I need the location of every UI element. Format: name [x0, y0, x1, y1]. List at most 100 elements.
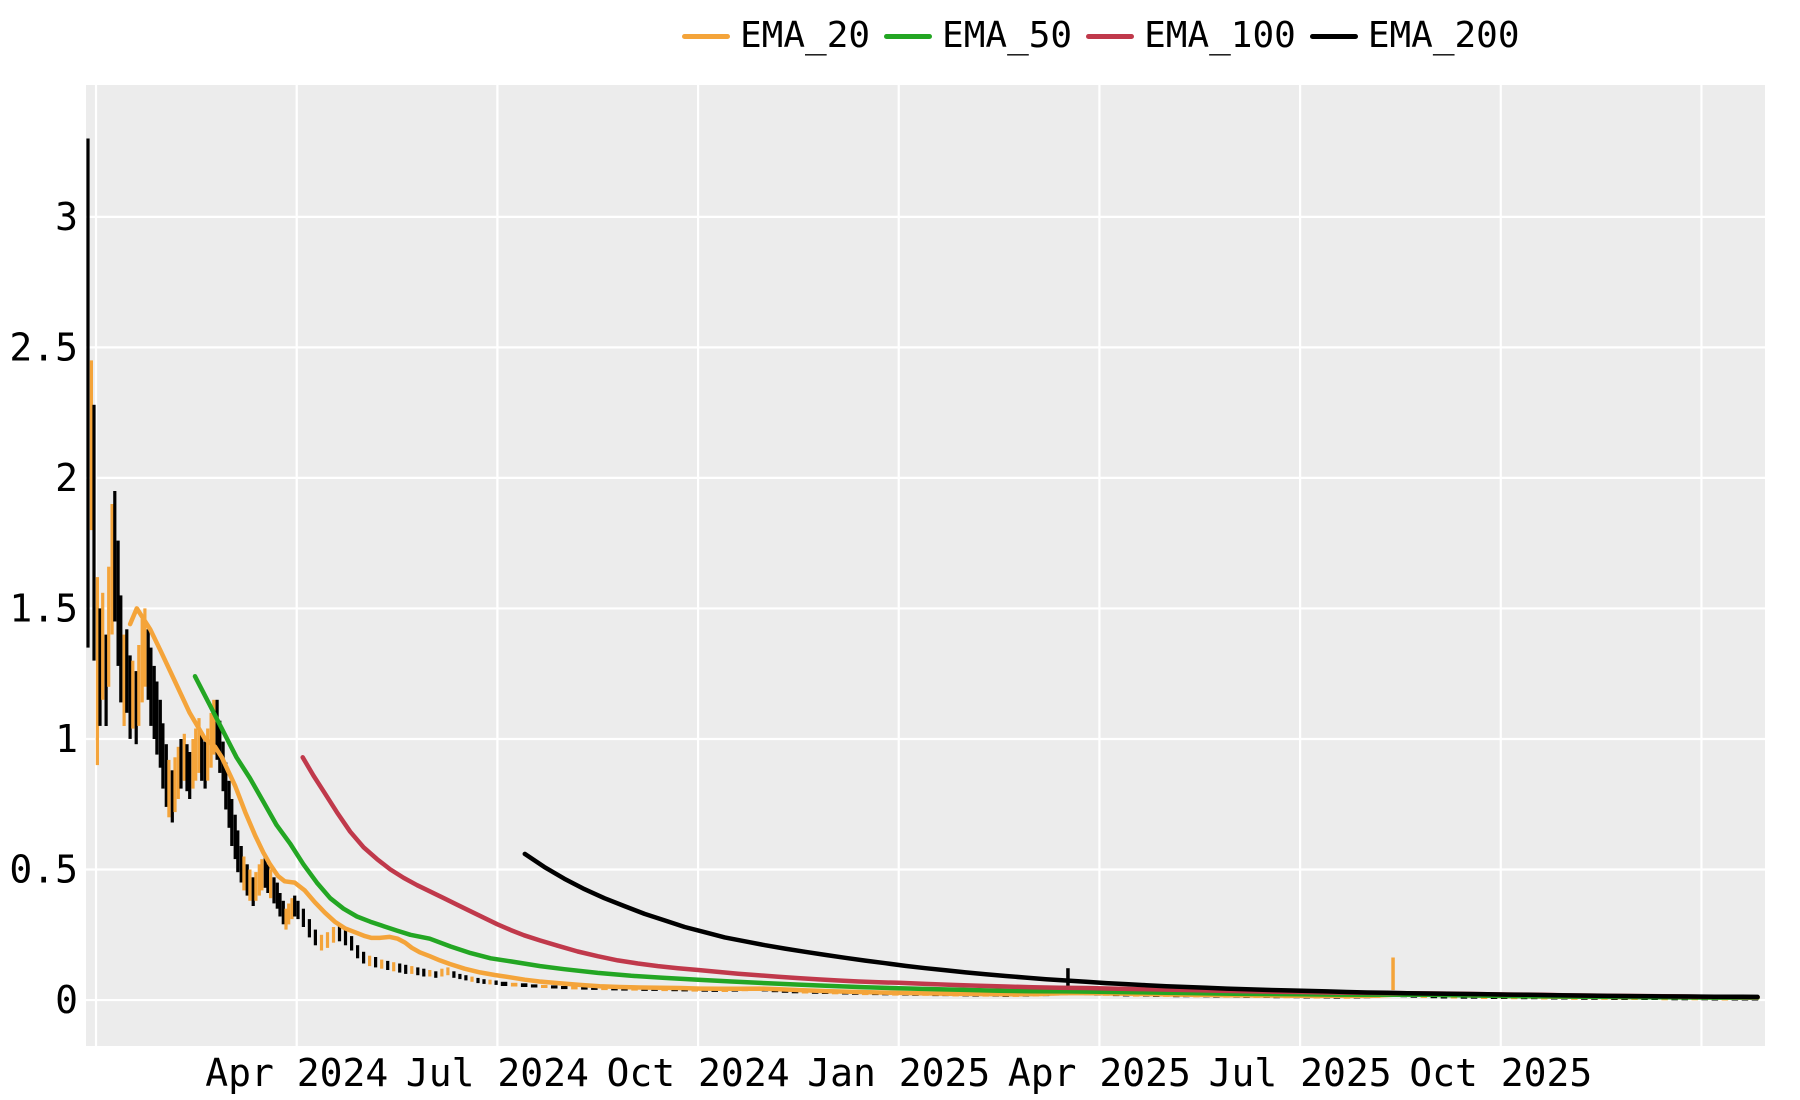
legend-item-ema-50: EMA_50 [884, 14, 1072, 58]
candle [176, 746, 180, 799]
candle [791, 991, 799, 994]
candle [212, 699, 216, 755]
candle [161, 723, 165, 789]
candle [470, 976, 474, 982]
candle [245, 864, 249, 896]
candle [164, 744, 168, 807]
legend-swatch-icon [884, 33, 933, 39]
legend-swatch-icon [1086, 33, 1135, 39]
candle [200, 733, 204, 781]
candle [510, 982, 518, 987]
candle [571, 986, 578, 990]
candle [146, 629, 150, 700]
candle [494, 980, 498, 985]
candle [392, 962, 396, 972]
candle [290, 898, 294, 920]
candle [446, 967, 450, 976]
candle [561, 986, 568, 990]
candle [325, 932, 330, 948]
candle [307, 919, 311, 938]
x-tick-label: Apr 2024 [205, 1051, 388, 1095]
candle [1490, 997, 1498, 999]
candle [143, 608, 147, 687]
y-tick-label: 2 [55, 456, 78, 500]
candle [287, 903, 291, 925]
candle [248, 869, 252, 901]
candle [125, 629, 129, 713]
candle [801, 991, 809, 994]
candle [278, 893, 282, 917]
candle [1450, 996, 1458, 999]
candle [374, 957, 378, 968]
candle [1470, 996, 1478, 999]
y-tick-label: 0 [55, 978, 78, 1022]
candle [482, 979, 486, 984]
candle [206, 728, 210, 781]
candle [116, 540, 120, 666]
candle [95, 577, 99, 766]
candle [601, 987, 608, 991]
candle [404, 964, 408, 974]
candle [158, 699, 162, 768]
candle [179, 739, 183, 789]
candle [1480, 997, 1488, 999]
candle [140, 618, 144, 703]
candle [233, 814, 237, 860]
x-tick-label: Jan 2025 [807, 1051, 990, 1095]
candle [197, 718, 201, 773]
candle [398, 963, 402, 973]
legend: EMA_20 EMA_50 EMA_100 EMA_200 [682, 14, 1520, 58]
candle [185, 744, 189, 792]
candle [218, 720, 222, 773]
candle [203, 741, 207, 789]
ema-200-line [522, 851, 1760, 1000]
legend-swatch-icon [1309, 33, 1358, 39]
candle [188, 752, 192, 799]
x-tick-label: Oct 2025 [1409, 1051, 1592, 1095]
y-tick-label: 3 [55, 195, 78, 239]
candle [89, 360, 93, 531]
candle [500, 981, 508, 986]
candle [230, 799, 234, 846]
candle [173, 757, 177, 813]
legend-label: EMA_50 [942, 15, 1073, 56]
candle [269, 869, 273, 899]
candle [254, 872, 258, 901]
candle [452, 971, 456, 978]
candle [152, 665, 156, 739]
candle [611, 987, 618, 991]
candle [251, 877, 255, 906]
candle [167, 759, 171, 818]
candle [458, 973, 462, 980]
candle [155, 681, 159, 755]
candle [591, 987, 598, 990]
candle [422, 968, 426, 977]
x-tick-label: Jul 2025 [1209, 1051, 1392, 1095]
candle [551, 985, 558, 989]
candle [191, 739, 195, 789]
candle [356, 945, 360, 959]
candle [434, 971, 438, 978]
candle [275, 882, 279, 909]
candle [215, 699, 219, 760]
candle [301, 908, 305, 927]
candle [1430, 996, 1438, 999]
candle [224, 762, 228, 810]
candle [530, 984, 538, 988]
candle [194, 728, 198, 781]
candle [313, 929, 317, 946]
y-tick-label: 0.5 [9, 848, 78, 892]
candle [242, 856, 246, 891]
candle [110, 504, 114, 635]
candle [149, 647, 153, 726]
legend-swatch-icon [682, 33, 730, 39]
x-tick-label: Apr 2025 [1008, 1051, 1191, 1095]
candle [272, 877, 276, 904]
legend-item-ema-200: EMA_200 [1309, 14, 1520, 58]
candle [331, 927, 336, 943]
candle [92, 404, 96, 661]
legend-label: EMA_100 [1144, 15, 1296, 56]
candle [134, 671, 138, 745]
